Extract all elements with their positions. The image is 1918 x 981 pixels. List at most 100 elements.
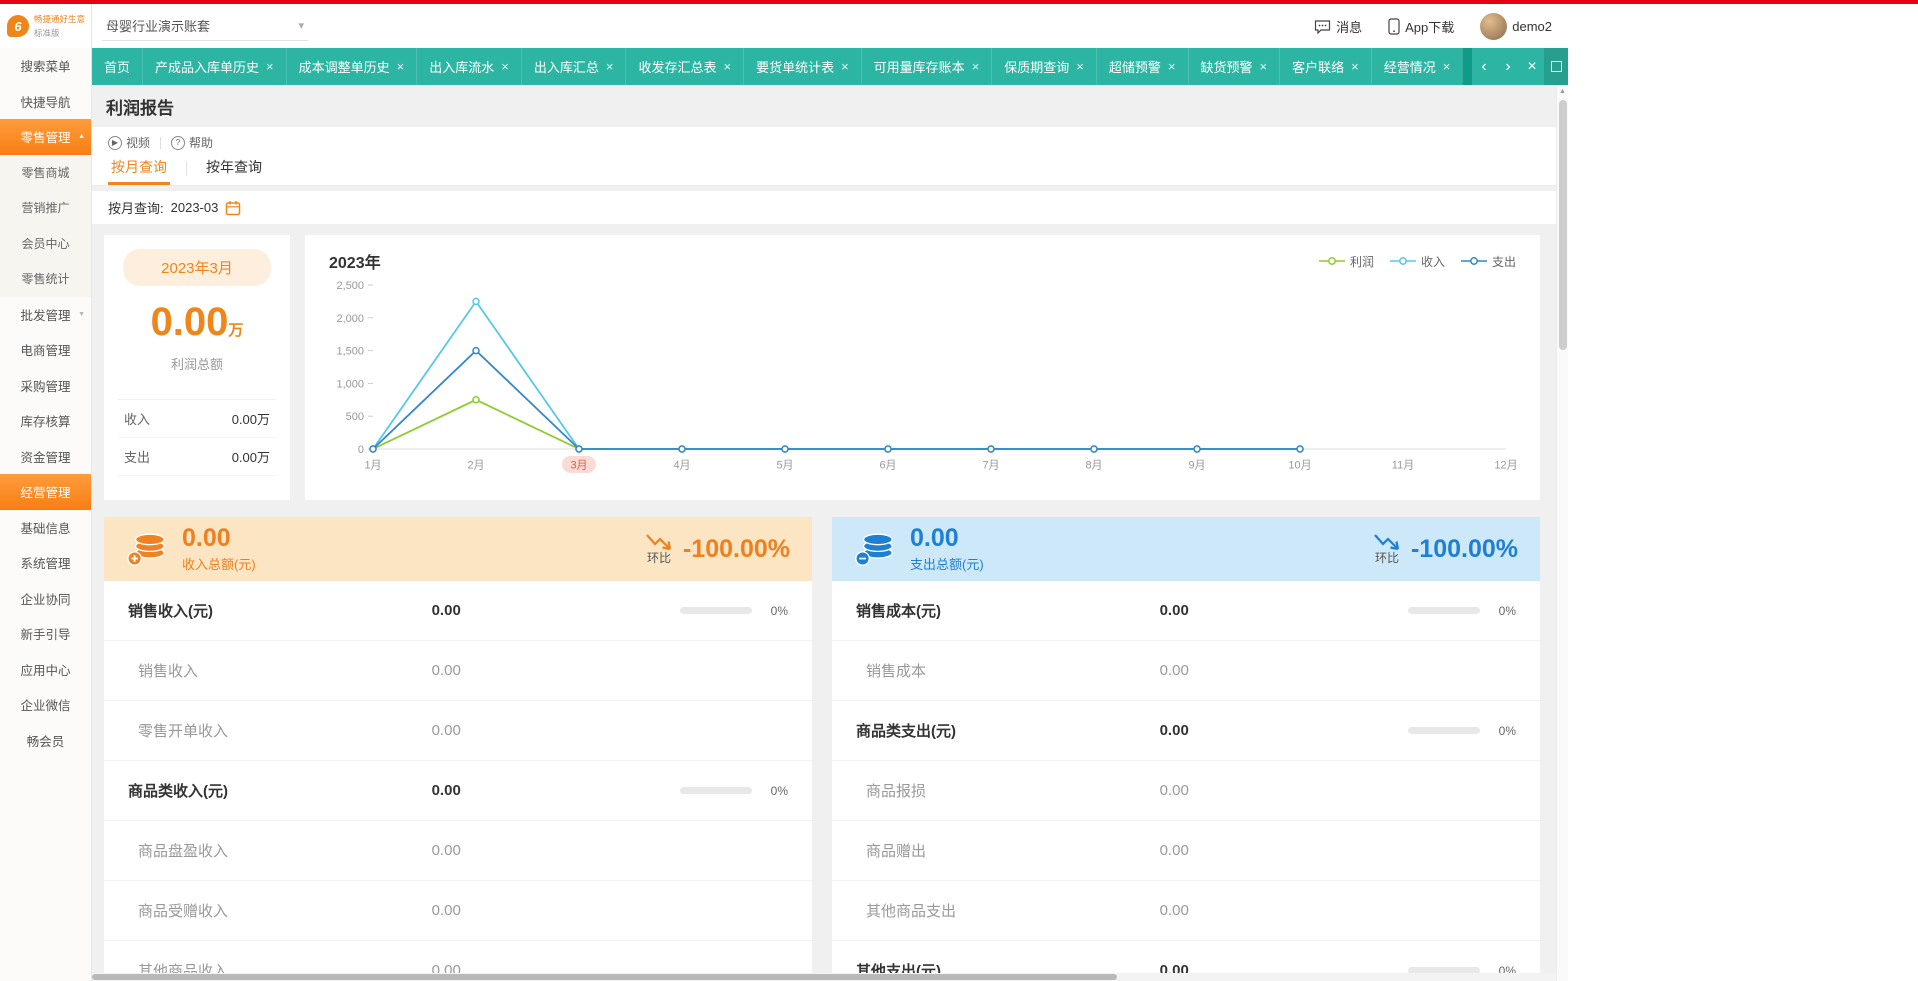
sidebar-item[interactable]: 企业协同 xyxy=(0,581,91,617)
tabbar-tab[interactable]: 缺货预警 × xyxy=(1187,48,1280,85)
logo-icon: 6 xyxy=(7,15,29,37)
svg-text:1,000: 1,000 xyxy=(336,378,364,390)
tab-close-icon[interactable]: × xyxy=(396,59,405,74)
v-scroll-thumb[interactable] xyxy=(1558,100,1567,350)
video-link[interactable]: ▶ 视频 xyxy=(108,134,150,151)
stat-row-right: 0% xyxy=(680,604,788,618)
sidebar-item[interactable]: 会员中心 xyxy=(0,225,91,261)
page-toolbar: ▶ 视频 ? 帮助 按月查询 按年查询 xyxy=(92,127,1556,186)
video-label: 视频 xyxy=(126,136,151,150)
tab-close-icon[interactable]: × xyxy=(1076,59,1084,74)
sidebar-item[interactable]: 畅会员 xyxy=(0,723,91,759)
tabbar-tab[interactable]: 首页 xyxy=(92,48,142,85)
tab-close-icon[interactable]: × xyxy=(723,59,732,74)
horizontal-scrollbar[interactable] xyxy=(92,973,1556,981)
tabbar-tab[interactable]: 收发存汇总表 × xyxy=(625,48,743,85)
tabbar-tab[interactable]: 超储预警 × xyxy=(1095,48,1188,85)
tab-close-icon[interactable]: × xyxy=(605,59,614,74)
stat-value: 0.00 xyxy=(1159,722,1189,739)
stat-percent: 0% xyxy=(1498,963,1516,974)
sidebar-item[interactable]: 搜索菜单 xyxy=(0,48,91,84)
tab-close-icon[interactable]: × xyxy=(501,59,509,74)
expand-icon xyxy=(1550,61,1562,72)
h-scroll-thumb[interactable] xyxy=(92,974,1117,980)
logo[interactable]: 6 畅捷通好生意 标准版 xyxy=(0,4,91,48)
svg-text:2,000: 2,000 xyxy=(336,313,364,325)
sidebar-item[interactable]: 资金管理 xyxy=(0,439,91,475)
tabbar-tab[interactable]: 利润报告× xyxy=(1462,48,1472,85)
calendar-icon[interactable] xyxy=(225,200,241,216)
sidebar-item[interactable]: 营销推广 xyxy=(0,190,91,226)
sidebar-item[interactable]: 零售商城 xyxy=(0,154,91,190)
sidebar-item[interactable]: 企业微信 xyxy=(0,687,91,723)
expense-card-header: 0.00 支出总额(元) 环比 xyxy=(832,517,1540,581)
tab-close-icon[interactable]: × xyxy=(1351,59,1359,74)
legend-marker-icon xyxy=(1460,257,1487,265)
stat-value: 0.00 xyxy=(1159,602,1189,619)
stat-value: 0.00 xyxy=(1159,662,1189,679)
tabbar-tab[interactable]: 要货单统计表 × xyxy=(743,48,861,85)
stat-label: 商品受赠收入 xyxy=(138,903,229,920)
messages-button[interactable]: 消息 xyxy=(1314,17,1362,36)
topbar: 母婴行业演示账套 ▾ 消息 App下载 xyxy=(92,4,1568,48)
filter-label: 按月查询: xyxy=(108,201,164,216)
legend-item[interactable]: 支出 xyxy=(1460,253,1516,270)
legend-marker-icon xyxy=(1318,257,1345,265)
tab-controls: ‹ › × xyxy=(1472,48,1568,85)
sidebar-item[interactable]: 快捷导航 xyxy=(0,84,91,120)
stat-value: 0.00 xyxy=(1159,782,1189,799)
tabbar-tab[interactable]: 经营情况 × xyxy=(1370,48,1463,85)
tabbar-tab[interactable]: 可用量库存账本 × xyxy=(860,48,992,85)
help-link[interactable]: ? 帮助 xyxy=(171,134,213,151)
scroll-up-icon[interactable]: ▲ xyxy=(1559,88,1566,95)
tabbar-tab[interactable]: 产成品入库单历史 × xyxy=(142,48,286,85)
app-download-button[interactable]: App下载 xyxy=(1388,17,1454,36)
coins-minus-icon xyxy=(855,533,893,566)
account-select[interactable]: 母婴行业演示账套 ▾ xyxy=(102,11,308,41)
tabbar-tab[interactable]: 出入库流水 × xyxy=(416,48,521,85)
query-tab[interactable]: 按年查询 xyxy=(206,159,262,175)
filter-value[interactable]: 2023-03 xyxy=(170,200,219,215)
tab-close-icon[interactable]: × xyxy=(1259,59,1268,74)
tabbar-tab[interactable]: 客户联络 × xyxy=(1279,48,1371,85)
svg-text:500: 500 xyxy=(346,411,364,423)
sidebar-item-label: 应用中心 xyxy=(20,663,71,678)
tabbar-tab[interactable]: 出入库汇总 × xyxy=(520,48,626,85)
sidebar-item[interactable]: 经营管理 xyxy=(0,474,91,510)
tabs-close-all-button[interactable]: × xyxy=(1527,57,1537,75)
tab-close-icon[interactable]: × xyxy=(841,59,849,74)
user-menu[interactable]: demo2 xyxy=(1480,12,1552,40)
sidebar-item[interactable]: 基础信息 xyxy=(0,510,91,546)
sidebar-item[interactable]: 零售管理 ▲ xyxy=(0,119,91,155)
tabs-scroll-left-button[interactable]: ‹ xyxy=(1481,57,1487,75)
sidebar-item[interactable]: 库存核算 xyxy=(0,403,91,439)
svg-text:5月: 5月 xyxy=(776,460,793,472)
legend-item[interactable]: 利润 xyxy=(1318,253,1374,270)
vertical-scrollbar[interactable]: ▲ xyxy=(1556,85,1568,981)
tab-close-icon[interactable]: × xyxy=(1442,59,1451,74)
sidebar-item[interactable]: 采购管理 xyxy=(0,368,91,404)
tab-close-icon[interactable]: × xyxy=(971,59,980,74)
legend-label: 收入 xyxy=(1420,254,1445,269)
sidebar-item[interactable]: 零售统计 xyxy=(0,261,91,297)
svg-text:10月: 10月 xyxy=(1288,460,1311,472)
tabbar-tab[interactable]: 成本调整单历史 × xyxy=(285,48,417,85)
period-badge: 2023年3月 xyxy=(123,249,271,286)
legend-label: 利润 xyxy=(1349,254,1374,269)
sidebar-item[interactable]: 电商管理 xyxy=(0,332,91,368)
sidebar-item[interactable]: 应用中心 xyxy=(0,652,91,688)
tabs-expand-button[interactable] xyxy=(1544,48,1568,85)
legend-item[interactable]: 收入 xyxy=(1389,253,1445,270)
sidebar-item[interactable]: 批发管理 ▼ xyxy=(0,297,91,333)
sidebar-item-label: 采购管理 xyxy=(20,379,71,394)
tab-label: 保质期查询 xyxy=(1004,60,1070,75)
stat-value: 0.00 xyxy=(1159,962,1189,973)
tabs-scroll-right-button[interactable]: › xyxy=(1505,57,1511,75)
filter-bar: 按月查询: 2023-03 xyxy=(92,191,1556,224)
tabbar-tab[interactable]: 保质期查询 × xyxy=(991,48,1096,85)
tab-close-icon[interactable]: × xyxy=(1167,59,1176,74)
sidebar-item[interactable]: 新手引导 xyxy=(0,616,91,652)
tab-close-icon[interactable]: × xyxy=(266,59,274,74)
query-tab[interactable]: 按月查询 xyxy=(108,152,170,185)
sidebar-item[interactable]: 系统管理 xyxy=(0,545,91,581)
